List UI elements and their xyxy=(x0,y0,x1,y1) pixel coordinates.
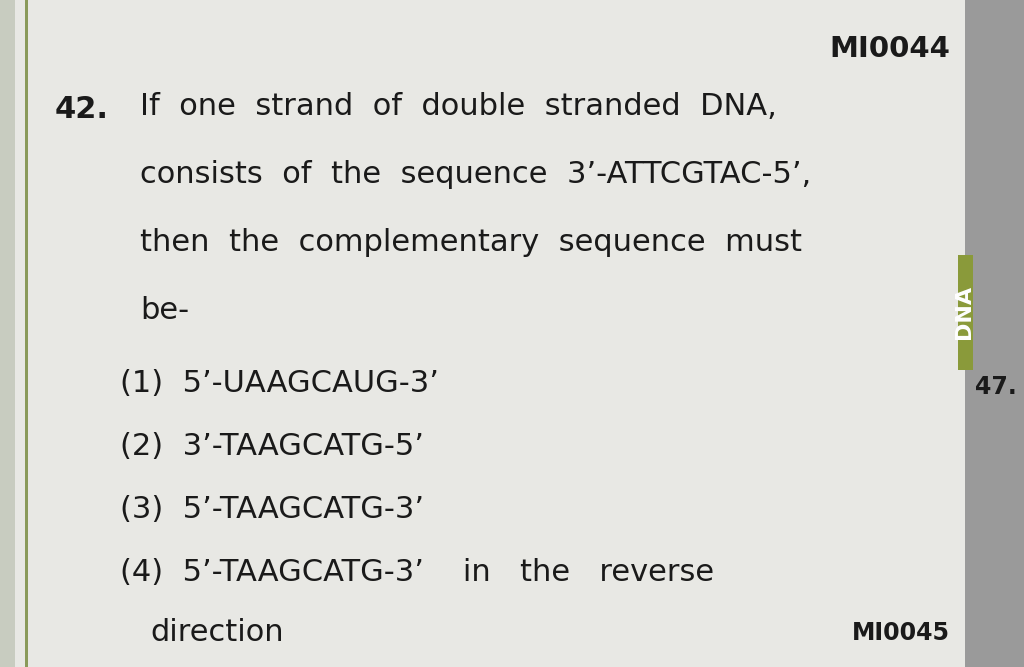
Text: (3)  5’-TAAGCATG-3’: (3) 5’-TAAGCATG-3’ xyxy=(120,495,424,524)
Text: (1)  5’-UAAGCAUG-3’: (1) 5’-UAAGCAUG-3’ xyxy=(120,369,439,398)
Bar xyxy=(965,0,1024,667)
Text: MI0044: MI0044 xyxy=(829,35,950,63)
Text: 47.: 47. xyxy=(975,375,1017,399)
Text: (2)  3’-TAAGCATG-5’: (2) 3’-TAAGCATG-5’ xyxy=(120,432,424,461)
Text: direction: direction xyxy=(150,618,284,647)
Text: then  the  complementary  sequence  must: then the complementary sequence must xyxy=(140,228,802,257)
Text: be-: be- xyxy=(140,296,189,325)
Bar xyxy=(25,0,28,667)
Bar xyxy=(958,255,973,370)
Text: DNA: DNA xyxy=(954,285,974,339)
Text: consists  of  the  sequence  3’-ATTCGTAC-5’,: consists of the sequence 3’-ATTCGTAC-5’, xyxy=(140,160,811,189)
Text: MI0045: MI0045 xyxy=(852,621,950,645)
Text: (4)  5’-TAAGCATG-3’    in   the   reverse: (4) 5’-TAAGCATG-3’ in the reverse xyxy=(120,558,714,587)
Text: 42.: 42. xyxy=(55,95,109,124)
Text: If  one  strand  of  double  stranded  DNA,: If one strand of double stranded DNA, xyxy=(140,92,777,121)
